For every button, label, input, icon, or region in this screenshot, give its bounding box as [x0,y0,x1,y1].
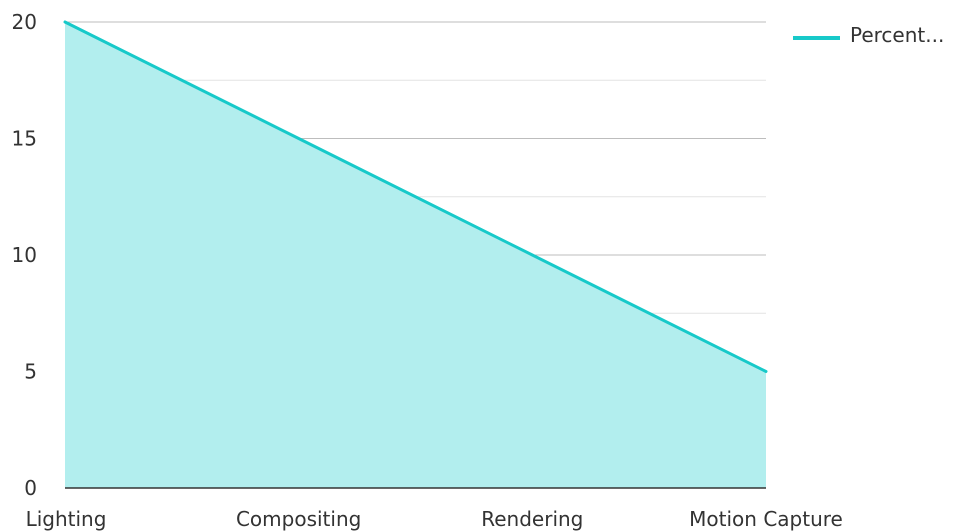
x-tick-label: Rendering [481,507,583,531]
y-tick-label: 5 [24,360,37,384]
y-tick-label: 20 [12,10,37,34]
x-tick-label: Lighting [26,507,107,531]
y-tick-label: 15 [12,127,37,151]
x-axis-tick-labels: Lighting Compositing Rendering Motion Captu… [26,507,843,531]
y-tick-label: 10 [12,243,37,267]
series-line-layer [63,20,768,373]
y-axis-tick-labels: 0 5 10 15 20 [12,10,37,500]
x-tick-label: Compositing [236,507,361,531]
x-tick-label: Motion Capture [689,507,843,531]
legend-label: Percent... [850,23,944,47]
series-area-layer [65,22,766,488]
series-line [63,20,768,373]
series-area [65,22,766,488]
legend: Percent... [793,23,944,47]
y-tick-label: 0 [24,476,37,500]
